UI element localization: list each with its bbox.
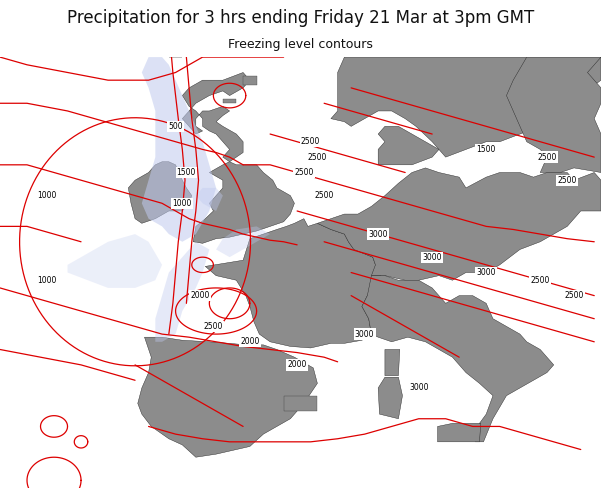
Text: 1500: 1500 xyxy=(177,168,196,177)
Text: 1500: 1500 xyxy=(477,145,496,154)
Polygon shape xyxy=(317,168,601,280)
Text: 3000: 3000 xyxy=(423,253,442,262)
Polygon shape xyxy=(0,0,94,34)
Text: 500: 500 xyxy=(168,122,183,131)
Text: 2500: 2500 xyxy=(204,322,223,331)
Polygon shape xyxy=(385,349,400,376)
Text: 2500: 2500 xyxy=(294,168,314,177)
Polygon shape xyxy=(331,57,601,157)
Polygon shape xyxy=(216,226,270,257)
Polygon shape xyxy=(142,57,216,242)
Text: 2000: 2000 xyxy=(287,360,307,369)
Polygon shape xyxy=(182,73,250,162)
Text: 2500: 2500 xyxy=(308,153,327,162)
Text: 2500: 2500 xyxy=(537,153,557,162)
Text: Freezing level contours: Freezing level contours xyxy=(228,38,373,51)
Text: 2000: 2000 xyxy=(240,337,260,346)
Polygon shape xyxy=(362,276,554,442)
Text: 2000: 2000 xyxy=(190,291,210,300)
Text: 1000: 1000 xyxy=(38,276,57,285)
Polygon shape xyxy=(128,162,192,224)
Polygon shape xyxy=(67,234,162,288)
Polygon shape xyxy=(507,57,601,173)
Text: 2500: 2500 xyxy=(314,191,334,200)
Polygon shape xyxy=(243,76,257,85)
Polygon shape xyxy=(438,424,481,442)
Text: Precipitation for 3 hrs ending Friday 21 Mar at 3pm GMT: Precipitation for 3 hrs ending Friday 21… xyxy=(67,9,534,27)
Text: 1000: 1000 xyxy=(38,191,57,200)
Text: 2500: 2500 xyxy=(301,137,320,146)
Text: 2500: 2500 xyxy=(531,276,550,285)
Polygon shape xyxy=(193,162,294,244)
Polygon shape xyxy=(196,188,223,211)
Polygon shape xyxy=(206,219,381,348)
Polygon shape xyxy=(138,337,317,457)
Text: 2500: 2500 xyxy=(558,176,577,185)
Polygon shape xyxy=(155,242,209,342)
Polygon shape xyxy=(378,377,403,419)
Text: 3000: 3000 xyxy=(368,229,388,239)
Text: 1000: 1000 xyxy=(172,199,192,208)
Text: 3000: 3000 xyxy=(355,329,374,339)
Text: 3000: 3000 xyxy=(409,384,429,392)
Polygon shape xyxy=(378,126,439,165)
Text: 3000: 3000 xyxy=(477,268,496,277)
Text: 2500: 2500 xyxy=(564,291,584,300)
Polygon shape xyxy=(223,99,236,103)
Polygon shape xyxy=(284,396,317,411)
